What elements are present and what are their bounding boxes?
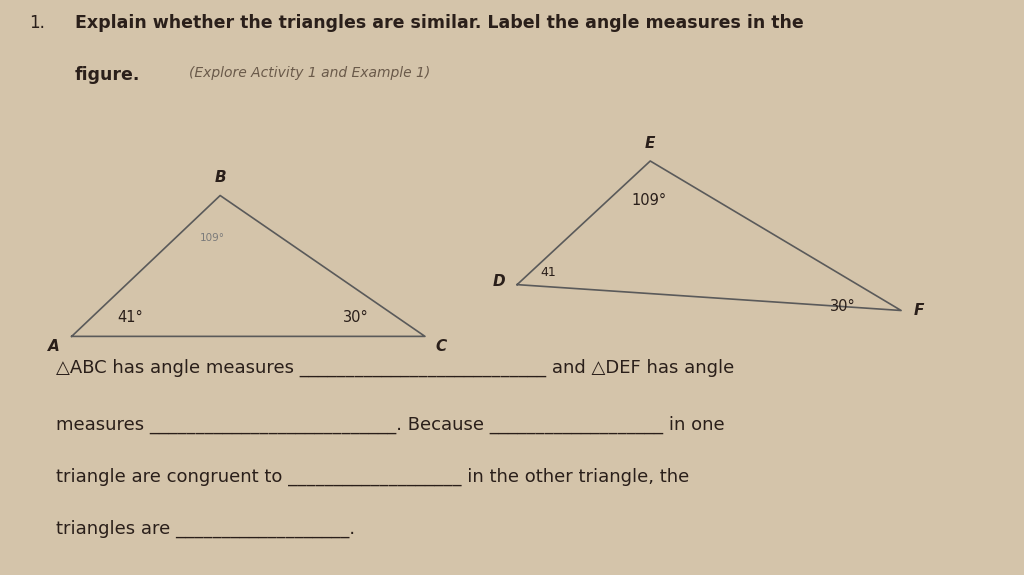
- Text: 30°: 30°: [829, 299, 855, 314]
- Text: 109°: 109°: [200, 233, 224, 243]
- Text: 1.: 1.: [29, 14, 45, 32]
- Text: A: A: [48, 339, 59, 354]
- Text: 41: 41: [541, 266, 556, 279]
- Text: 30°: 30°: [343, 310, 369, 325]
- Text: measures ___________________________. Because ___________________ in one: measures ___________________________. Be…: [56, 416, 725, 434]
- Text: B: B: [214, 170, 226, 185]
- Text: △ABC has angle measures ___________________________ and △DEF has angle: △ABC has angle measures ________________…: [56, 358, 734, 377]
- Text: E: E: [645, 136, 655, 151]
- Text: figure.: figure.: [75, 66, 140, 84]
- Text: triangle are congruent to ___________________ in the other triangle, the: triangle are congruent to ______________…: [56, 467, 689, 486]
- Text: 41°: 41°: [118, 310, 143, 325]
- Text: F: F: [913, 303, 924, 318]
- Text: D: D: [493, 274, 505, 289]
- Text: triangles are ___________________.: triangles are ___________________.: [56, 519, 355, 538]
- Text: C: C: [435, 339, 446, 354]
- Text: 109°: 109°: [632, 193, 667, 208]
- Text: Explain whether the triangles are similar. Label the angle measures in the: Explain whether the triangles are simila…: [75, 14, 804, 32]
- Text: (Explore Activity 1 and Example 1): (Explore Activity 1 and Example 1): [189, 66, 431, 80]
